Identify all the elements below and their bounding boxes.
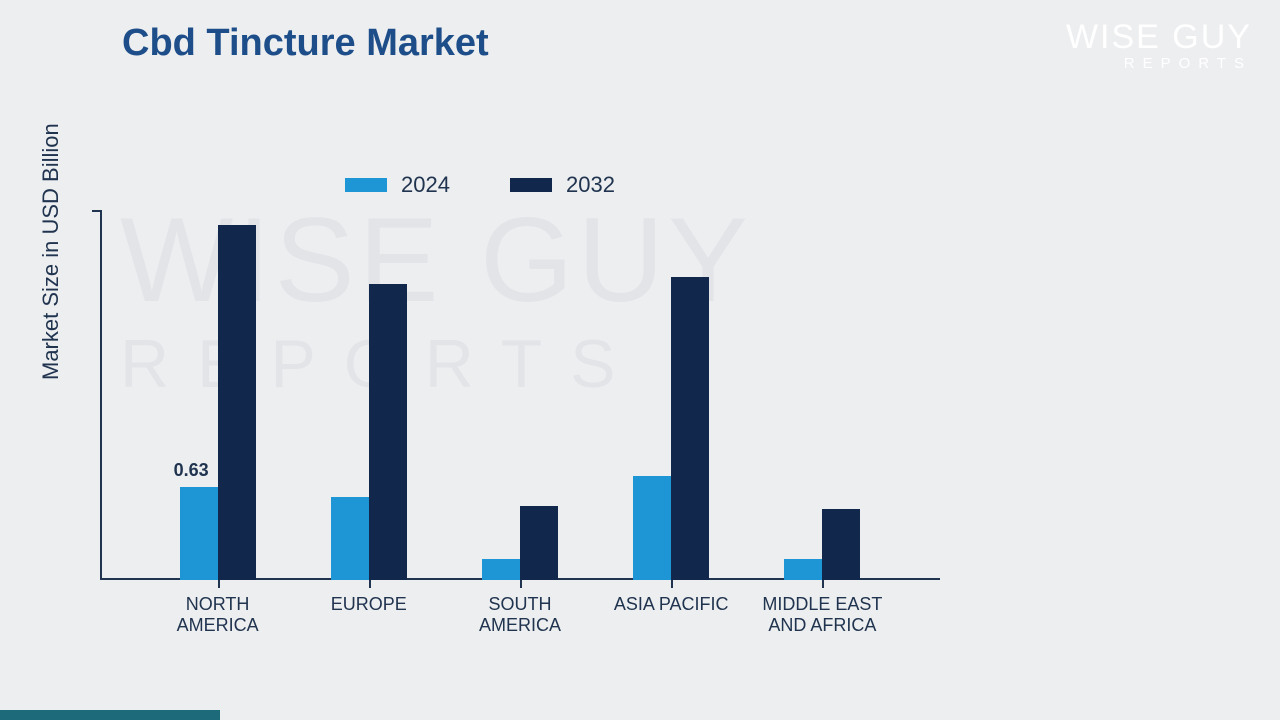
y-axis	[100, 210, 102, 580]
category-label: NORTH AMERICA	[148, 594, 288, 635]
bar-group: NORTH AMERICA	[180, 225, 256, 580]
legend-label: 2032	[566, 172, 615, 198]
chart-title: Cbd Tincture Market	[122, 22, 489, 65]
bar-group: MIDDLE EAST AND AFRICA	[784, 509, 860, 580]
bar-2024	[180, 487, 218, 580]
bar-2024	[633, 476, 671, 580]
brand-logo-line1: WISE GUY	[1066, 20, 1252, 54]
bar-2024	[331, 497, 369, 580]
y-tick	[92, 210, 100, 212]
plot-area: NORTH AMERICA0.63 EUROPE SOUTH AMERICA ASIA…	[100, 210, 940, 580]
bar-group: SOUTH AMERICA	[482, 506, 558, 580]
brand-logo: WISE GUY REPORTS	[1066, 20, 1252, 71]
bar-2032	[822, 509, 860, 580]
bar-group: ASIA PACIFIC	[633, 277, 709, 580]
value-label: 0.63	[174, 460, 209, 481]
bottom-strip	[0, 710, 220, 720]
bar-2032	[218, 225, 256, 580]
y-axis-label: Market Size in USD Billion	[38, 123, 64, 380]
stage: Cbd Tincture Market WISE GUY REPORTS WIS…	[0, 0, 1280, 720]
category-label: MIDDLE EAST AND AFRICA	[752, 594, 892, 635]
bar-2032	[369, 284, 407, 580]
legend-swatch	[345, 178, 387, 192]
bar-2024	[784, 559, 822, 580]
legend: 2024 2032	[0, 172, 960, 198]
x-tick	[369, 580, 371, 588]
bar-2024	[482, 559, 520, 580]
category-label: EUROPE	[299, 594, 439, 615]
legend-swatch	[510, 178, 552, 192]
x-tick	[671, 580, 673, 588]
bar-2032	[671, 277, 709, 580]
x-tick	[218, 580, 220, 588]
legend-item: 2032	[510, 172, 615, 198]
brand-logo-line2: REPORTS	[1066, 56, 1252, 71]
x-tick	[822, 580, 824, 588]
x-tick	[520, 580, 522, 588]
bar-group: EUROPE	[331, 284, 407, 580]
legend-label: 2024	[401, 172, 450, 198]
category-label: SOUTH AMERICA	[450, 594, 590, 635]
bar-2032	[520, 506, 558, 580]
category-label: ASIA PACIFIC	[601, 594, 741, 615]
legend-item: 2024	[345, 172, 450, 198]
